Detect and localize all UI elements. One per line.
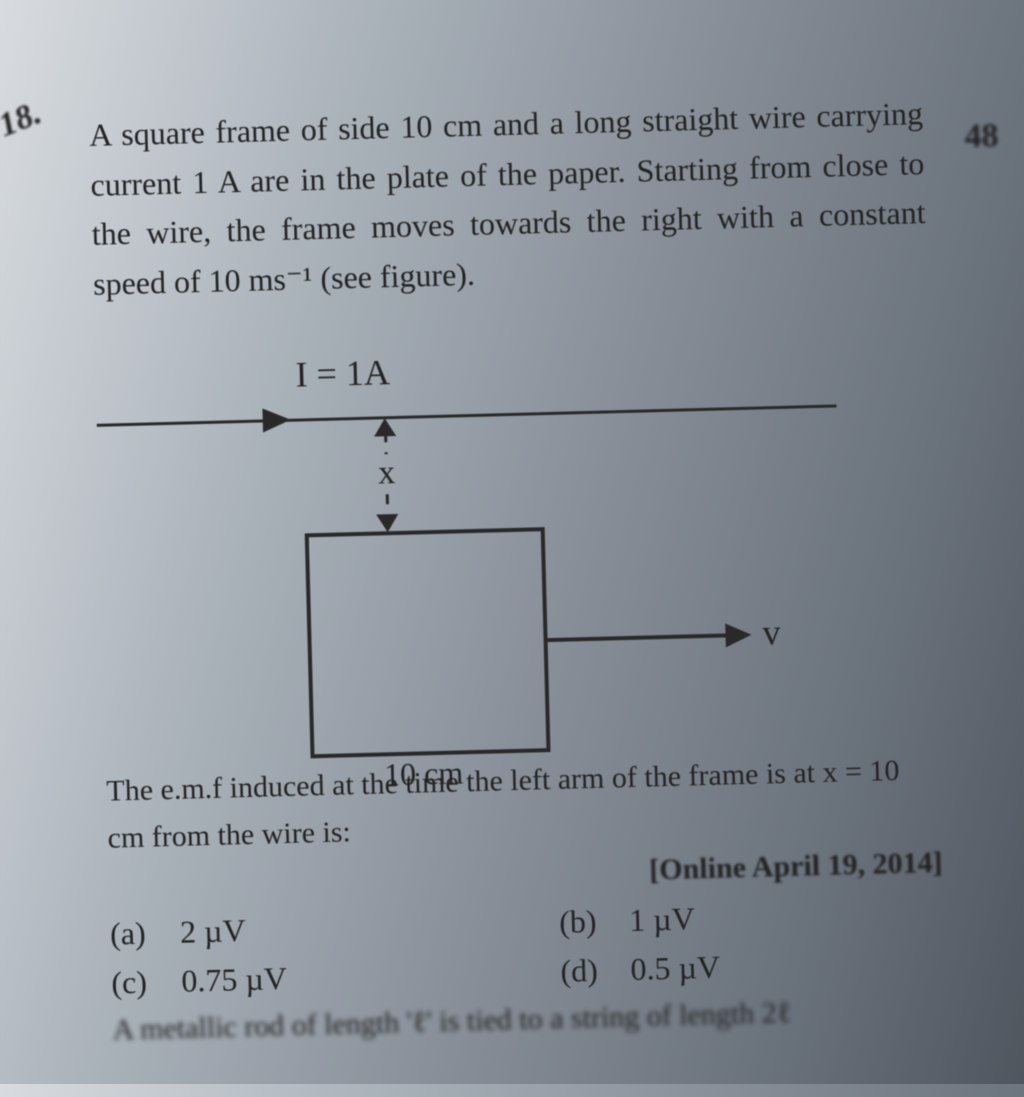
prompt-text: The e.m.f induced at the time the left a… <box>106 746 972 862</box>
option-c-tag: (c) <box>111 963 182 1002</box>
option-b: (b) 1 µV <box>559 893 975 941</box>
option-d: (d) 0.5 µV <box>560 942 976 990</box>
option-row-2: (c) 0.75 µV (d) 0.5 µV <box>111 942 976 1002</box>
option-d-tag: (d) <box>560 951 631 990</box>
question-text: A square frame of side 10 cm and a long … <box>89 88 958 309</box>
x-dash-bot <box>386 495 390 517</box>
option-c-value: 0.75 µV <box>181 960 287 1000</box>
x-arrow-down-icon <box>376 514 398 533</box>
margin-number: 48 <box>964 117 999 156</box>
option-c: (c) 0.75 µV <box>111 953 561 1002</box>
wire-line <box>97 405 837 427</box>
option-d-value: 0.5 µV <box>630 949 720 988</box>
option-a: (a) 2 µV <box>110 904 560 953</box>
side-label: 10 cm <box>384 755 464 794</box>
gap-label: x <box>378 454 396 492</box>
figure: I = 1A x 10 cm v <box>94 312 969 764</box>
option-b-tag: (b) <box>559 902 630 941</box>
x-dash-top <box>384 433 388 455</box>
square-frame <box>305 528 551 759</box>
question-number: 18. <box>0 94 47 145</box>
options: (a) 2 µV (b) 1 µV (c) 0.75 µV (d) 0.5 µV <box>110 893 976 1002</box>
wire-arrow-icon <box>262 408 291 433</box>
velocity-label: v <box>762 611 781 653</box>
option-a-tag: (a) <box>110 914 181 953</box>
current-label: I = 1A <box>295 352 390 396</box>
option-row-1: (a) 2 µV (b) 1 µV <box>110 893 975 953</box>
velocity-line <box>548 634 733 643</box>
next-question-fragment: A metallic rod of length 'ℓ' is tied to … <box>112 991 977 1048</box>
velocity-arrow-icon <box>725 623 752 648</box>
option-b-value: 1 µV <box>629 901 695 940</box>
page: 18. 48 A square frame of side 10 cm and … <box>0 0 1024 1097</box>
option-a-value: 2 µV <box>180 912 246 951</box>
